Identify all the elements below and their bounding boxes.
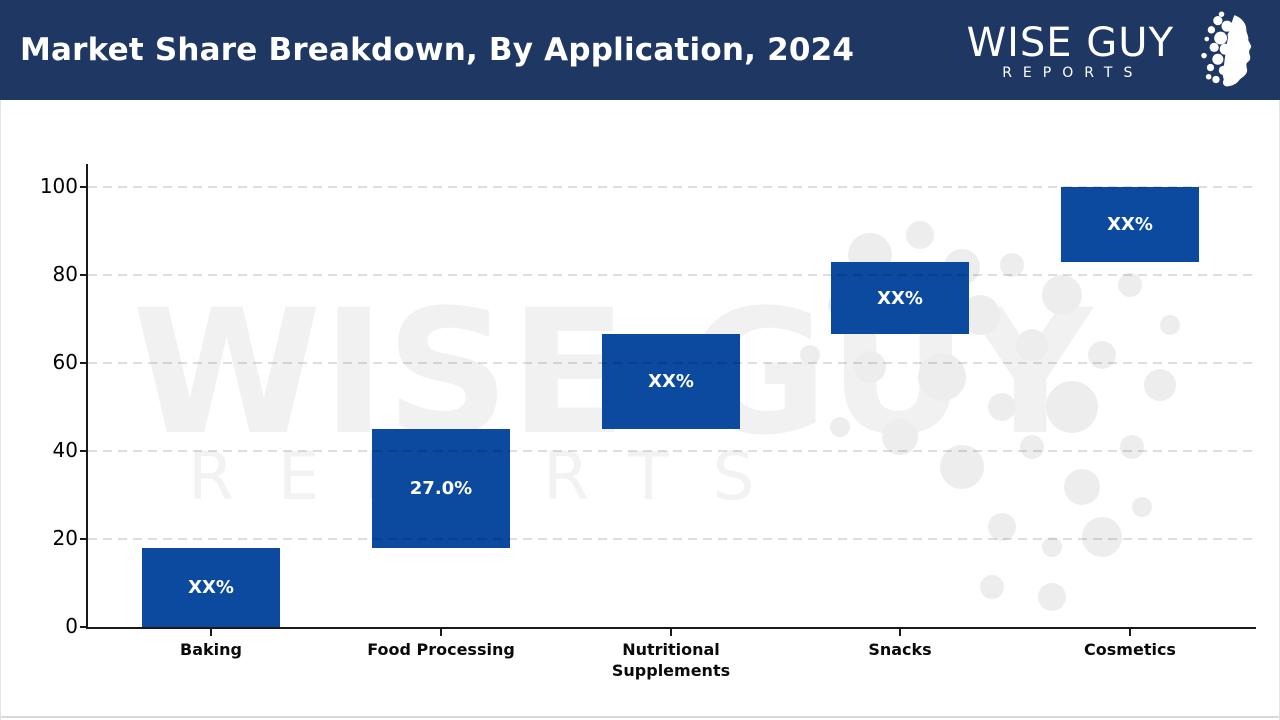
y-tick-label-40: 40 [52,438,78,463]
wiseguy-logo-text: WISE GUY REPORTS [967,22,1174,81]
wiseguy-logo-brand: WISE GUY [966,19,1174,66]
x-category-label: Snacks [868,640,932,659]
x-category-label: Nutritional Supplements [611,640,731,680]
y-tick-60 [80,362,88,364]
y-tick-label-0: 0 [65,614,78,639]
y-tick-80 [80,274,88,276]
x-tick-0 [210,629,212,636]
bar-value-label: XX% [1107,213,1153,235]
y-tick-100 [80,186,88,188]
page-left-rule [0,100,1,720]
y-tick-0 [80,626,88,628]
x-tick-4 [1129,629,1131,636]
bar-food-processing: 27.0% [372,429,510,548]
bar-cosmetics: XX% [1061,187,1199,262]
x-tick-1 [440,629,442,636]
bar-value-label: XX% [648,371,694,393]
y-tick-label-100: 100 [39,174,78,199]
x-tick-2 [670,629,672,636]
x-category-label: Baking [180,640,242,659]
y-tick-label-20: 20 [52,526,78,551]
y-tick-label-60: 60 [52,350,78,375]
header-bar: Market Share Breakdown, By Application, … [0,0,1280,100]
y-axis-line [86,164,88,629]
y-tick-20 [80,538,88,540]
y-tick-label-80: 80 [52,262,78,287]
bar-value-label: 27.0% [409,477,473,499]
x-axis-line [86,627,1256,629]
page-title: Market Share Breakdown, By Application, … [20,32,855,68]
x-category-label: Food Processing [367,640,515,659]
wiseguy-logo-sub: REPORTS [1002,64,1144,81]
x-tick-3 [899,629,901,636]
wiseguy-head-icon [1201,11,1252,87]
bar-nutritional-supplements: XX% [602,334,740,429]
bar-snacks: XX% [831,261,969,335]
x-category-label: Cosmetics [1084,640,1176,659]
watermark-head-dots [800,221,1180,611]
page-bottom-rule [0,716,1280,718]
bar-value-label: XX% [188,576,234,598]
bar-baking: XX% [142,547,280,627]
y-tick-40 [80,450,88,452]
bar-value-label: XX% [877,287,923,309]
wiseguy-logo: WISE GUY REPORTS [967,8,1262,94]
